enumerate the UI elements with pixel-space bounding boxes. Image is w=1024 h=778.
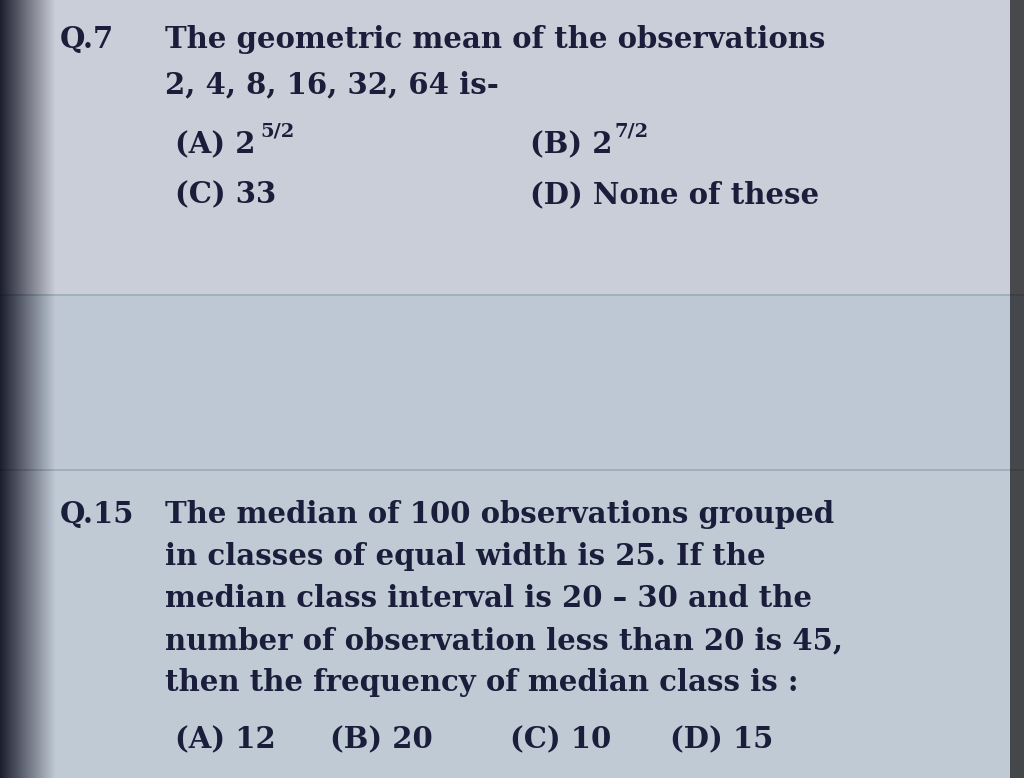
Bar <box>1010 0 1024 778</box>
Bar <box>0 295 1024 470</box>
Text: 5/2: 5/2 <box>260 122 294 140</box>
Bar <box>0 0 1024 295</box>
Text: (B) 2: (B) 2 <box>530 130 612 159</box>
Text: then the frequency of median class is :: then the frequency of median class is : <box>165 668 799 697</box>
Text: (A) 2: (A) 2 <box>175 130 256 159</box>
Bar <box>0 470 1024 778</box>
Text: 7/2: 7/2 <box>615 122 649 140</box>
Text: 2, 4, 8, 16, 32, 64 is-: 2, 4, 8, 16, 32, 64 is- <box>165 70 499 99</box>
Text: (C) 33: (C) 33 <box>175 180 276 209</box>
Text: (D) None of these: (D) None of these <box>530 180 819 209</box>
Text: in classes of equal width is 25. If the: in classes of equal width is 25. If the <box>165 542 766 571</box>
Text: Q.7: Q.7 <box>60 25 115 54</box>
Text: The median of 100 observations grouped: The median of 100 observations grouped <box>165 500 835 529</box>
Text: Q.15: Q.15 <box>60 500 134 529</box>
Text: (A) 12: (A) 12 <box>175 725 275 754</box>
Text: median class interval is 20 – 30 and the: median class interval is 20 – 30 and the <box>165 584 812 613</box>
Text: number of observation less than 20 is 45,: number of observation less than 20 is 45… <box>165 626 843 655</box>
Text: The geometric mean of the observations: The geometric mean of the observations <box>165 25 825 54</box>
Text: (C) 10: (C) 10 <box>510 725 611 754</box>
Text: (D) 15: (D) 15 <box>670 725 773 754</box>
Text: (B) 20: (B) 20 <box>330 725 433 754</box>
